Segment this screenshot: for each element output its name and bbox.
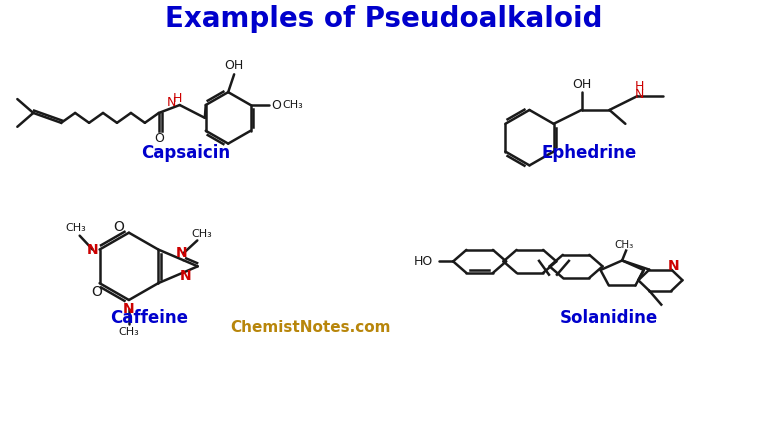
Text: Examples of Pseudoalkaloid: Examples of Pseudoalkaloid bbox=[165, 5, 603, 33]
Text: ChemistNotes.com: ChemistNotes.com bbox=[230, 320, 390, 335]
Text: CH₃: CH₃ bbox=[65, 223, 86, 233]
Text: CH₃: CH₃ bbox=[118, 327, 139, 337]
Text: Solanidine: Solanidine bbox=[560, 309, 658, 327]
Text: O: O bbox=[113, 220, 124, 234]
Text: N: N bbox=[667, 259, 679, 272]
Text: CH₃: CH₃ bbox=[283, 100, 303, 110]
Text: N: N bbox=[87, 242, 98, 256]
Text: OH: OH bbox=[224, 59, 243, 72]
Text: Ephedrine: Ephedrine bbox=[541, 143, 637, 161]
Text: CH₃: CH₃ bbox=[191, 229, 212, 239]
Text: O: O bbox=[154, 132, 164, 145]
Text: N: N bbox=[634, 88, 644, 101]
Text: Caffeine: Caffeine bbox=[110, 309, 188, 327]
Text: CH₃: CH₃ bbox=[614, 240, 634, 250]
Text: Capsaicin: Capsaicin bbox=[141, 143, 230, 161]
Text: O: O bbox=[272, 99, 281, 112]
Text: HO: HO bbox=[414, 255, 433, 268]
Text: N: N bbox=[123, 302, 134, 316]
Text: OH: OH bbox=[572, 78, 591, 91]
Text: N: N bbox=[176, 246, 187, 260]
Text: H: H bbox=[634, 80, 644, 93]
Text: H: H bbox=[173, 92, 183, 105]
Text: O: O bbox=[91, 285, 101, 299]
Text: N: N bbox=[180, 269, 191, 283]
Text: N: N bbox=[167, 95, 177, 109]
